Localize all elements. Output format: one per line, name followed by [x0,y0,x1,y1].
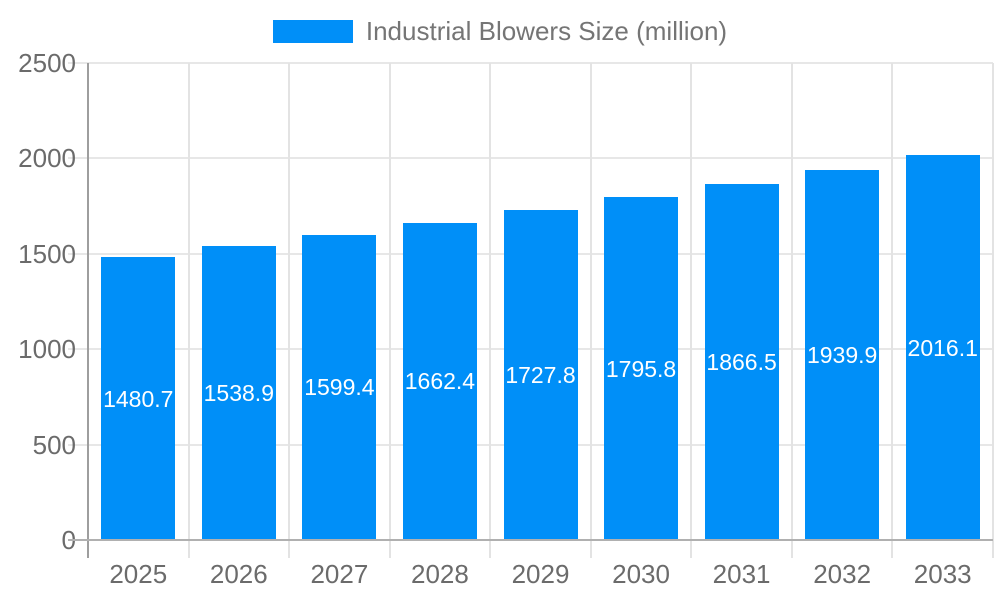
legend[interactable]: Industrial Blowers Size (million) [0,16,1000,46]
bar-value-label: 1727.8 [505,362,576,389]
x-tick-label: 2029 [511,559,570,589]
v-gridline [187,63,190,558]
bar-2030[interactable] [604,197,679,540]
x-tick-label: 2032 [813,559,872,589]
x-tick-label: 2033 [913,559,972,589]
bar-2032[interactable] [805,169,880,540]
x-tick-label: 2027 [310,559,369,589]
x-tick-label: 2026 [209,559,268,589]
legend-swatch [272,19,353,43]
bar-2031[interactable] [704,183,779,540]
h-gridline [68,62,993,64]
y-axis-line [87,63,89,558]
bar-2029[interactable] [503,210,578,540]
v-gridline [690,63,693,558]
bar-2028[interactable] [402,222,477,540]
v-gridline [388,63,391,558]
bar-value-label: 1662.4 [404,368,476,395]
bar-value-label: 1795.8 [605,355,677,382]
bar-2027[interactable] [302,234,377,540]
legend-label: Industrial Blowers Size (million) [365,16,728,46]
y-tick-label: 500 [32,429,76,460]
bar-value-label: 1538.9 [203,380,274,407]
h-gridline [68,157,993,160]
bar-value-label: 2016.1 [907,334,978,361]
v-gridline [288,63,291,558]
x-tick-label: 2031 [712,559,771,589]
x-tick-label: 2025 [109,559,168,589]
v-gridline [891,63,894,558]
v-gridline [589,63,592,558]
bar-value-label: 1480.7 [103,385,174,412]
y-tick-label: 0 [0,526,76,554]
y-tick-label: 1000 [18,334,76,365]
bar-value-label: 1599.4 [304,374,375,401]
bar-2025[interactable] [101,257,176,540]
bar-value-label: 1939.9 [806,341,878,368]
bar-value-label: 1866.5 [706,348,777,375]
x-tick-label: 2028 [411,559,469,589]
v-gridline [992,63,994,558]
v-gridline [790,63,793,558]
y-tick-label: 2000 [18,143,76,174]
x-tick-label: 2030 [612,559,670,589]
bar-2026[interactable] [201,246,276,540]
x-axis-line [68,539,993,541]
v-gridline [489,63,492,558]
y-tick-label: 1500 [18,238,76,269]
bar-2033[interactable] [905,155,980,540]
y-tick-label: 2500 [18,48,76,78]
